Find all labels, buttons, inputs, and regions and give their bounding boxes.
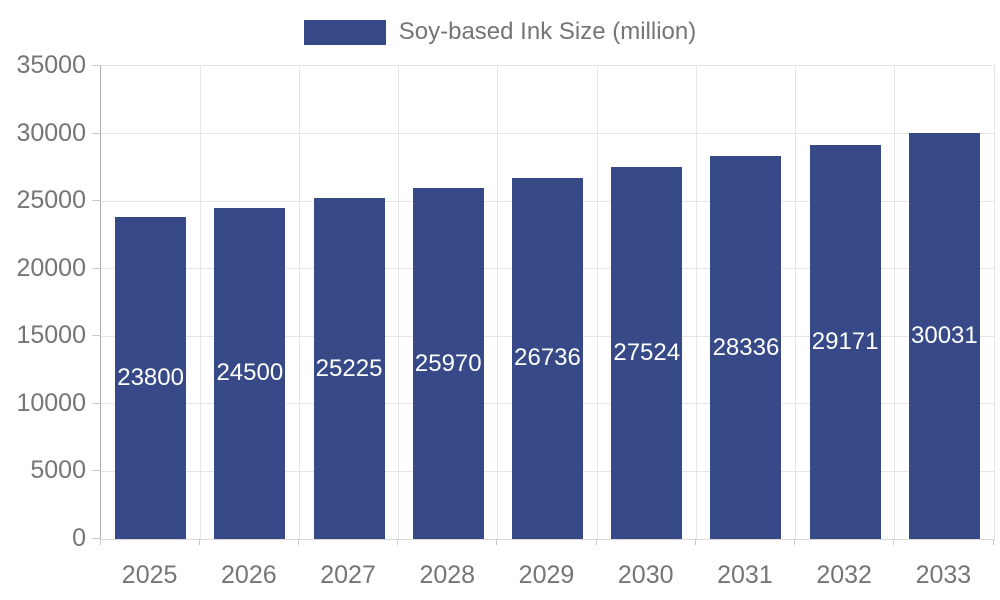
v-gridline [298, 66, 300, 539]
bar-2032: 29171 [809, 144, 881, 539]
x-tick-mark [992, 539, 994, 545]
x-tick-mark [893, 539, 895, 545]
v-gridline [596, 66, 598, 539]
bar-value-label: 27524 [613, 339, 681, 367]
y-tick-label: 0 [72, 524, 86, 552]
bar-2031: 28336 [710, 156, 782, 539]
legend-swatch [303, 19, 386, 45]
bar-2029: 26736 [512, 177, 583, 539]
bar-value-label: 26736 [514, 344, 581, 372]
bar-value-label: 30031 [911, 322, 978, 350]
v-gridline [695, 66, 697, 539]
legend[interactable]: Soy-based Ink Size (million) [0, 17, 1000, 47]
y-tick-label: 15000 [16, 321, 86, 350]
v-gridline [199, 66, 201, 539]
x-tick-label-2027: 2027 [320, 561, 376, 589]
y-tick-mark [92, 402, 101, 404]
v-gridline [497, 66, 499, 539]
h-gridline [101, 133, 994, 135]
x-tick-label-2032: 2032 [816, 561, 872, 589]
x-tick-mark [198, 539, 200, 545]
bar-2030: 27524 [611, 167, 683, 539]
x-tick-mark [694, 539, 696, 545]
bar-value-label: 29171 [811, 327, 879, 355]
legend-label: Soy-based Ink Size (million) [398, 18, 697, 45]
x-tick-mark [297, 539, 299, 545]
x-tick-label-2028: 2028 [419, 561, 476, 589]
x-tick-label-2026: 2026 [221, 561, 277, 589]
y-tick-label: 25000 [16, 186, 86, 215]
bar-value-label: 24500 [216, 359, 284, 387]
bar-value-label: 25970 [414, 349, 482, 377]
x-tick-mark [99, 539, 101, 545]
x-tick-label-2033: 2033 [915, 561, 972, 589]
y-tick-label: 10000 [16, 388, 86, 417]
v-gridline [894, 66, 896, 539]
x-tick-mark [397, 539, 399, 545]
y-tick-label: 20000 [16, 253, 86, 282]
bar-value-label: 25225 [315, 354, 383, 382]
y-tick-mark [92, 65, 101, 66]
y-tick-mark [92, 335, 101, 337]
bar-2027: 25225 [313, 198, 385, 539]
v-gridline [398, 66, 400, 539]
bar-value-label: 23800 [117, 364, 184, 392]
y-tick-mark [92, 470, 101, 472]
bar-value-label: 28336 [712, 333, 780, 361]
y-tick-label: 35000 [16, 51, 86, 79]
y-tick-mark [92, 200, 101, 202]
bar-2028: 25970 [412, 188, 484, 539]
y-tick-mark [92, 267, 101, 269]
bar-2025: 23800 [115, 217, 187, 539]
y-tick-mark [92, 132, 101, 134]
x-tick-label-2030: 2030 [617, 561, 674, 589]
v-gridline [795, 66, 797, 539]
x-tick-label-2025: 2025 [121, 561, 178, 589]
x-tick-label-2029: 2029 [518, 561, 575, 589]
bar-2033: 30031 [908, 133, 980, 539]
y-tick-mark [92, 538, 101, 539]
x-tick-mark [595, 539, 597, 545]
x-tick-mark [496, 539, 498, 545]
bar-2026: 24500 [214, 207, 286, 539]
y-tick-label: 30000 [16, 118, 86, 147]
x-tick-mark [794, 539, 796, 545]
x-tick-label-2031: 2031 [717, 561, 773, 589]
plot-area: 23800 24500 25225 25970 26736 27524 28336 29171… [100, 65, 995, 540]
y-tick-label: 5000 [30, 456, 86, 485]
